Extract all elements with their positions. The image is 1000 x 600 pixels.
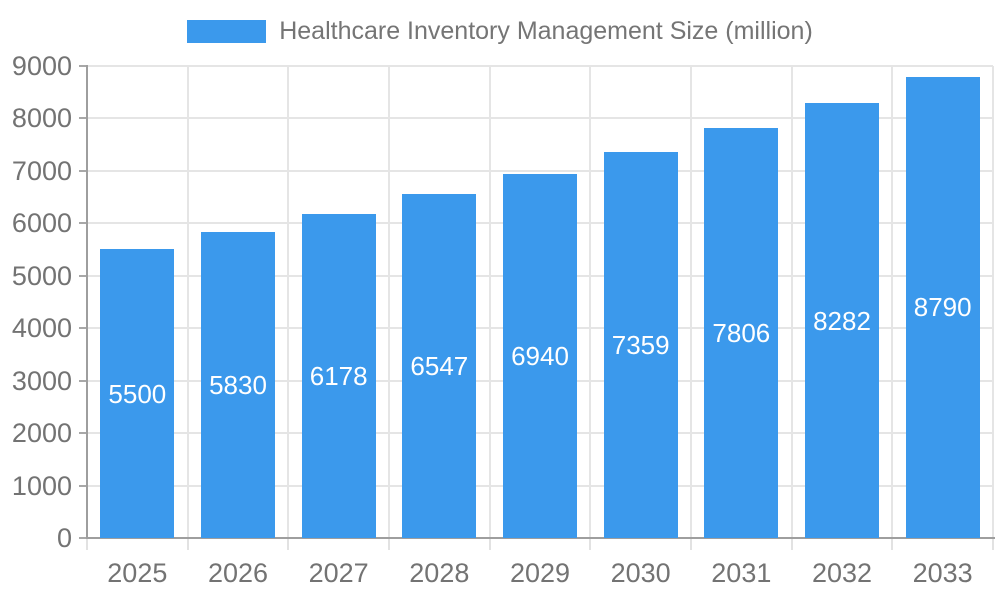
x-tick-mark [388, 538, 390, 550]
x-tick-mark [992, 538, 994, 550]
y-tick-mark [79, 64, 87, 67]
y-axis-tick-label: 4000 [11, 313, 72, 343]
x-tick-mark [488, 538, 491, 550]
x-gridline [186, 65, 189, 538]
bar-value-label: 8790 [913, 292, 972, 323]
x-tick-mark [690, 538, 692, 550]
x-tick-mark [790, 538, 793, 550]
y-axis-tick-label: 0 [56, 523, 72, 553]
bar: 6178 [301, 213, 376, 538]
y-tick-mark [79, 379, 87, 382]
y-tick-mark [79, 222, 87, 224]
y-axis-line [86, 64, 88, 539]
y-axis-tick-label: 8000 [11, 103, 72, 133]
bar: 8790 [905, 76, 980, 538]
bar-value-label: 5500 [108, 378, 167, 409]
x-axis-tick-label: 2030 [610, 558, 671, 588]
bar-value-label: 7359 [611, 329, 670, 360]
y-gridline [87, 169, 993, 172]
legend-item[interactable]: Healthcare Inventory Management Size (mi… [187, 17, 813, 46]
x-gridline [589, 65, 592, 538]
bar-value-label: 6940 [511, 340, 569, 371]
y-gridline [87, 64, 993, 67]
x-axis-tick-label: 2026 [207, 558, 269, 588]
x-gridline [992, 65, 994, 538]
y-axis-tick-label: 7000 [11, 155, 72, 186]
x-gridline [690, 65, 692, 538]
x-axis-tick-label: 2025 [107, 558, 168, 588]
x-tick-mark [86, 538, 88, 550]
bar: 8282 [805, 103, 879, 538]
y-tick-mark [79, 117, 87, 119]
bar: 6940 [503, 173, 577, 538]
bar-value-label: 5830 [209, 369, 267, 400]
x-axis-tick-label: 2029 [509, 558, 571, 588]
x-axis-tick-label: 2028 [409, 558, 470, 588]
x-gridline [488, 65, 491, 538]
bar-value-label: 6178 [309, 360, 368, 391]
legend-color-swatch [187, 20, 267, 43]
y-axis-tick-label: 9000 [11, 50, 72, 81]
x-axis-line [87, 537, 995, 539]
x-tick-mark [891, 538, 894, 550]
x-gridline [790, 65, 793, 538]
bar: 6547 [402, 194, 477, 538]
y-axis-tick-label: 2000 [11, 418, 72, 448]
x-tick-mark [186, 538, 189, 550]
x-tick-mark [589, 538, 592, 550]
legend-series-label: Healthcare Inventory Management Size (mi… [279, 17, 813, 45]
y-tick-mark [79, 327, 87, 329]
y-tick-mark [79, 432, 87, 434]
y-tick-mark [79, 274, 87, 277]
bar-value-label: 8282 [813, 305, 871, 336]
bar: 7806 [704, 128, 779, 538]
chart-legend: Healthcare Inventory Management Size (mi… [0, 17, 1000, 46]
y-tick-mark [79, 484, 87, 487]
y-gridline [87, 117, 993, 119]
x-axis-tick-label: 2033 [912, 558, 973, 588]
bar: 7359 [603, 151, 678, 538]
x-axis-tick-label: 2027 [308, 558, 369, 588]
y-axis-tick-label: 5000 [11, 260, 72, 291]
x-gridline [891, 65, 894, 538]
y-tick-mark [79, 537, 87, 539]
bar-value-label: 7806 [712, 318, 771, 349]
x-axis-tick-label: 2032 [811, 558, 873, 588]
y-tick-mark [79, 169, 87, 172]
bar-value-label: 6547 [410, 351, 469, 382]
bar: 5830 [201, 231, 275, 538]
x-gridline [287, 65, 290, 538]
y-axis-tick-label: 1000 [11, 470, 72, 501]
x-axis-tick-label: 2031 [711, 558, 772, 588]
bar: 5500 [100, 249, 175, 538]
y-axis-tick-label: 3000 [11, 365, 72, 396]
x-tick-mark [287, 538, 290, 550]
x-gridline [388, 65, 390, 538]
y-axis-tick-label: 6000 [11, 208, 72, 238]
